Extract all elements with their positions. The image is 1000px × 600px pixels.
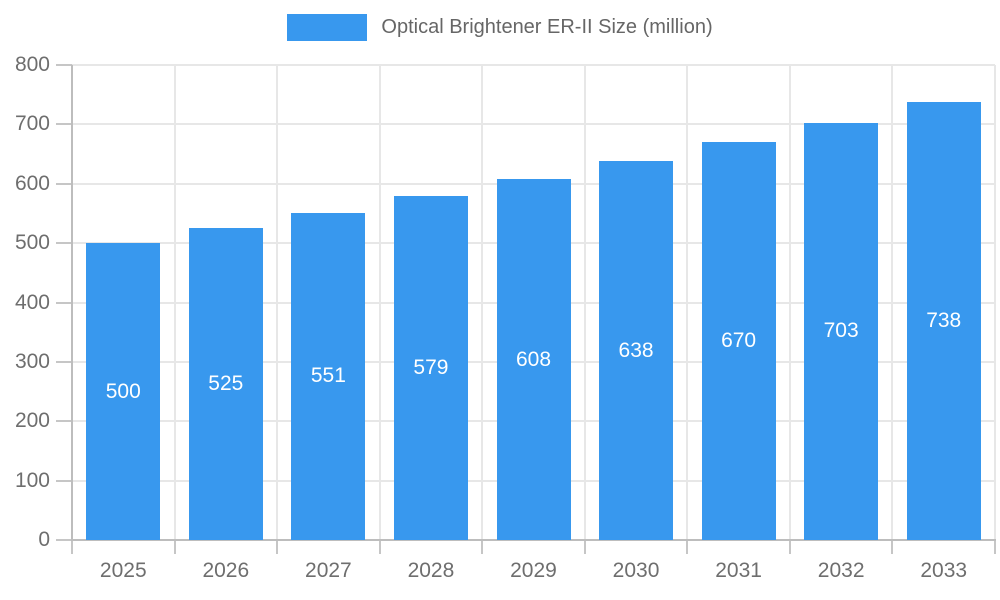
v-gridline bbox=[891, 65, 894, 540]
x-axis-tick-label: 2031 bbox=[715, 559, 762, 582]
x-axis-tick-label: 2027 bbox=[305, 559, 352, 582]
y-axis-tick-label: 700 bbox=[14, 112, 50, 136]
y-axis-tick bbox=[56, 182, 72, 185]
bar-value-label: 500 bbox=[105, 379, 141, 403]
bar-2033 bbox=[906, 101, 981, 540]
v-gridline bbox=[583, 65, 586, 540]
v-gridline bbox=[378, 65, 381, 540]
bar-2027 bbox=[291, 212, 366, 540]
v-gridline bbox=[686, 65, 689, 540]
bar-2025 bbox=[86, 243, 161, 540]
y-axis-tick bbox=[56, 539, 72, 541]
y-axis-tick-label: 600 bbox=[14, 171, 50, 195]
h-gridline bbox=[72, 64, 995, 66]
legend[interactable]: Optical Brightener ER-II Size (million) bbox=[0, 14, 1000, 41]
y-axis-tick bbox=[56, 360, 72, 363]
y-axis-tick-label: 500 bbox=[14, 231, 50, 255]
y-axis-line bbox=[71, 65, 73, 540]
bar-value-label: 608 bbox=[515, 347, 552, 371]
x-axis-tick-label: 2025 bbox=[99, 559, 147, 582]
x-axis-tick bbox=[276, 540, 279, 554]
legend-label: Optical Brightener ER-II Size (million) bbox=[381, 16, 713, 38]
x-axis-tick-label: 2026 bbox=[202, 559, 250, 582]
x-axis-tick-label: 2030 bbox=[612, 559, 660, 582]
v-gridline bbox=[994, 65, 996, 540]
y-axis-tick bbox=[56, 420, 72, 423]
v-gridline bbox=[173, 65, 176, 540]
y-axis-tick-label: 200 bbox=[14, 409, 50, 433]
bar-value-label: 525 bbox=[208, 372, 244, 396]
bar-2032 bbox=[804, 122, 879, 540]
x-axis-tick bbox=[71, 540, 73, 554]
x-axis-tick bbox=[378, 540, 381, 554]
x-axis-tick-label: 2033 bbox=[920, 559, 968, 582]
y-axis-tick-label: 800 bbox=[14, 53, 50, 76]
x-axis-tick bbox=[686, 540, 689, 554]
x-axis-tick-label: 2032 bbox=[817, 559, 865, 582]
bar-2031 bbox=[701, 142, 776, 540]
v-gridline bbox=[276, 65, 279, 540]
bar-value-label: 551 bbox=[310, 364, 346, 388]
x-axis-tick bbox=[994, 540, 996, 554]
v-gridline bbox=[788, 65, 791, 540]
x-axis-tick-label: 2028 bbox=[407, 559, 455, 582]
bar-2029 bbox=[496, 179, 571, 540]
bar-value-label: 670 bbox=[721, 329, 757, 353]
y-axis-tick-label: 400 bbox=[14, 290, 50, 314]
y-axis-tick bbox=[56, 64, 72, 66]
bar-value-label: 579 bbox=[413, 356, 449, 380]
bar-value-label: 738 bbox=[926, 308, 962, 332]
h-gridline bbox=[72, 123, 995, 126]
bar-2030 bbox=[599, 161, 674, 540]
y-axis-tick bbox=[56, 479, 72, 482]
y-axis-tick bbox=[56, 123, 72, 126]
bar-value-label: 703 bbox=[823, 319, 859, 343]
x-axis-tick bbox=[891, 540, 894, 554]
x-axis-tick bbox=[173, 540, 176, 554]
v-gridline bbox=[481, 65, 484, 540]
x-axis-line bbox=[71, 539, 996, 541]
bar-value-label: 638 bbox=[618, 338, 654, 362]
bar-2028 bbox=[393, 196, 468, 540]
y-axis-tick-label: 0 bbox=[38, 528, 50, 551]
legend-swatch bbox=[287, 14, 368, 41]
x-axis-tick-label: 2029 bbox=[510, 559, 557, 582]
y-axis-tick bbox=[56, 242, 72, 245]
x-axis-tick bbox=[788, 540, 791, 554]
x-axis-tick bbox=[481, 540, 484, 554]
y-axis-tick bbox=[56, 301, 72, 304]
y-axis-tick-label: 100 bbox=[14, 468, 50, 492]
y-axis-tick-label: 300 bbox=[14, 349, 50, 373]
x-axis-tick bbox=[583, 540, 586, 554]
bar-2026 bbox=[188, 228, 263, 540]
